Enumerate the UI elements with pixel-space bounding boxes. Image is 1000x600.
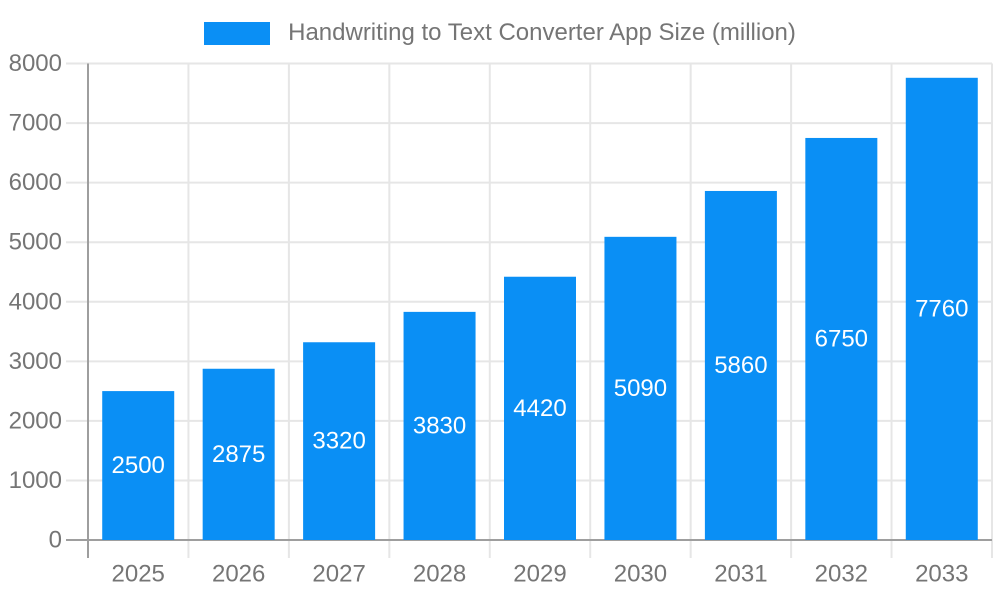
bar <box>403 311 476 540</box>
x-tick-label: 2032 <box>815 561 868 588</box>
x-tick-label: 2027 <box>312 561 365 588</box>
bar <box>905 77 978 541</box>
x-tick-label: 2025 <box>112 561 165 588</box>
bar-value-label: 4420 <box>513 395 566 422</box>
x-tick-label: 2031 <box>714 561 767 588</box>
bar <box>604 236 677 540</box>
bar-value-label: 7760 <box>915 295 968 322</box>
bar <box>504 276 576 540</box>
y-tick-label: 7000 <box>9 110 62 137</box>
bar-value-label: 5090 <box>614 375 667 402</box>
x-tick-label: 2028 <box>413 561 466 588</box>
y-tick-label: 6000 <box>9 169 62 196</box>
bar <box>704 190 777 540</box>
x-tick-label: 2033 <box>915 561 968 588</box>
bar-value-label: 3320 <box>312 428 365 455</box>
bar <box>805 137 878 540</box>
bar-value-label: 2500 <box>112 452 165 479</box>
y-tick-label: 8000 <box>9 50 62 77</box>
y-tick-label: 5000 <box>9 229 62 256</box>
y-tick-label: 2000 <box>9 407 62 434</box>
bar-value-label: 6750 <box>815 325 868 352</box>
bar <box>202 368 275 540</box>
y-tick-label: 0 <box>49 527 62 554</box>
x-tick-label: 2026 <box>212 561 265 588</box>
bar <box>303 342 376 540</box>
bar <box>102 391 175 540</box>
x-tick-label: 2030 <box>614 561 667 588</box>
y-tick-label: 4000 <box>9 288 62 315</box>
bar-value-label: 3830 <box>413 412 466 439</box>
bar-value-label: 2875 <box>212 441 265 468</box>
bar-value-label: 5860 <box>714 352 767 379</box>
y-tick-label: 1000 <box>9 467 62 494</box>
y-tick-label: 3000 <box>9 348 62 375</box>
x-tick-label: 2029 <box>513 561 566 588</box>
